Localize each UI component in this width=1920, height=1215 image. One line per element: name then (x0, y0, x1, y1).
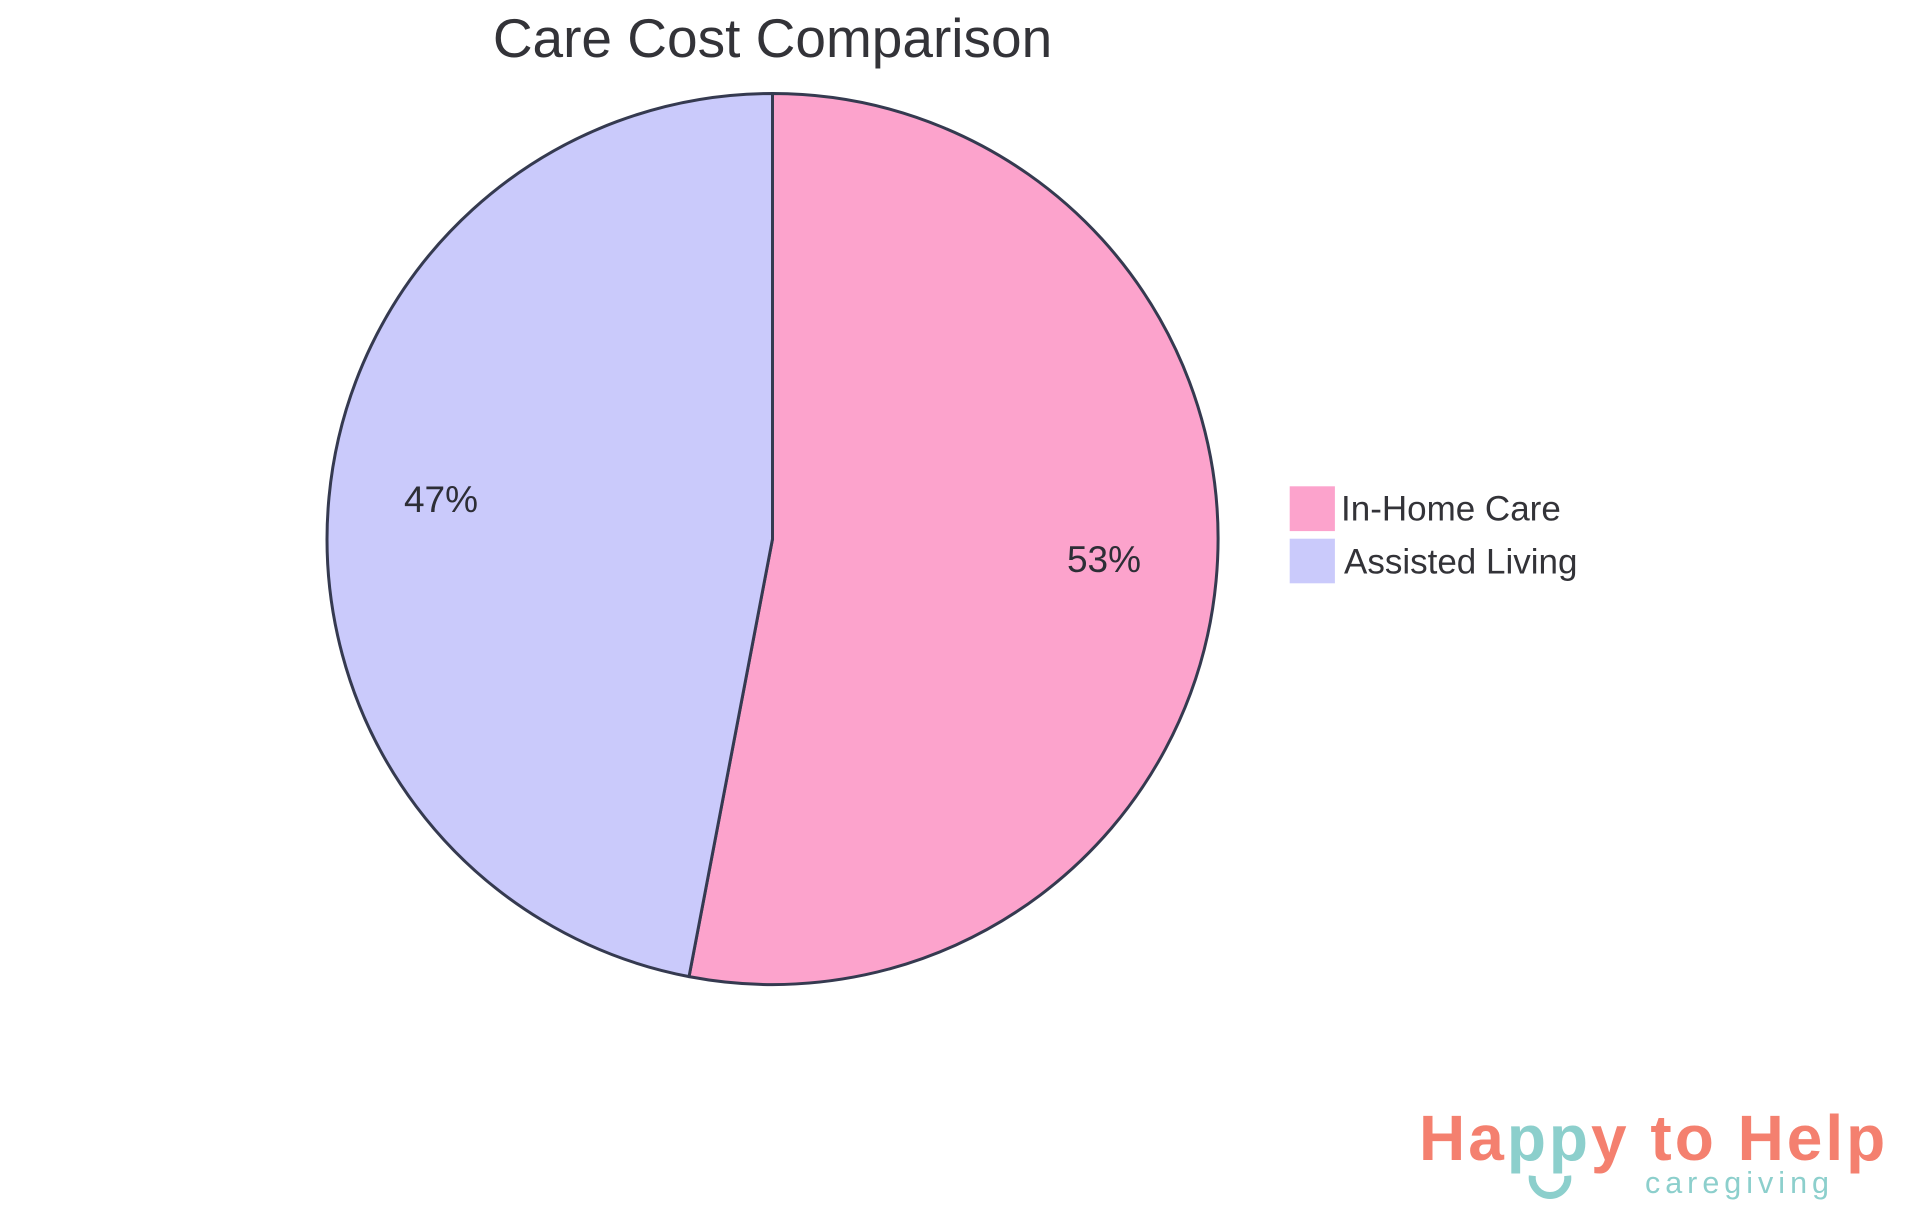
svg-text:caregiving: caregiving (1645, 1166, 1834, 1200)
svg-text:Care Cost Comparison: Care Cost Comparison (493, 7, 1052, 69)
svg-text:53%: 53% (1067, 539, 1141, 580)
svg-text:Happy to Help: Happy to Help (1419, 1102, 1888, 1174)
svg-text:Assisted Living: Assisted Living (1344, 543, 1577, 582)
svg-text:47%: 47% (404, 479, 478, 520)
svg-text:In-Home Care: In-Home Care (1341, 490, 1561, 529)
